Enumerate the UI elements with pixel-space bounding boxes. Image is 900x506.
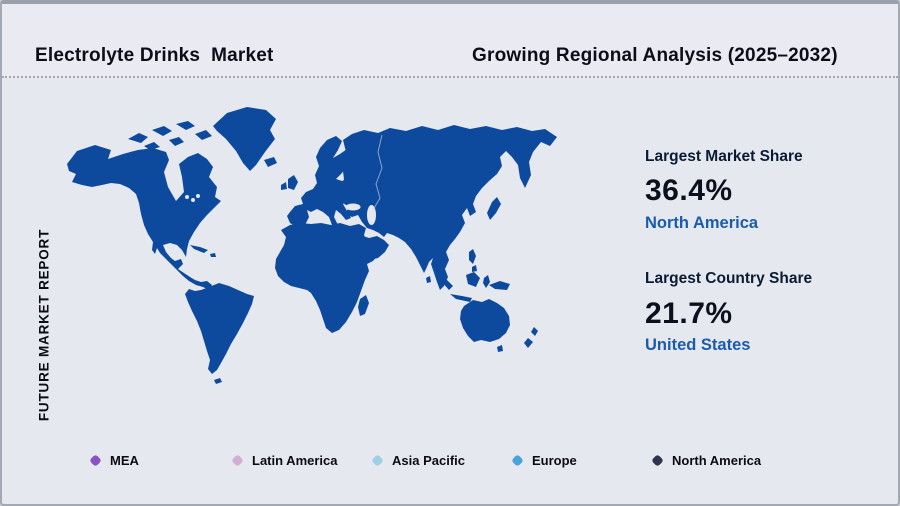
legend-item-north-america: North America <box>651 452 762 468</box>
legend-item-europe: Europe <box>511 452 577 468</box>
continent-australia <box>460 299 510 342</box>
legend-label-europe: Europe <box>532 452 577 468</box>
world-map <box>64 104 560 390</box>
stat-market-share-label: Largest Market Share <box>645 148 803 165</box>
header-bar: Electrolyte Drinks Market Growing Region… <box>2 4 898 78</box>
continent-africa <box>275 223 379 333</box>
region-border-line <box>372 134 383 211</box>
world-map-svg <box>67 107 557 384</box>
inland-water <box>185 194 376 225</box>
page-title: Electrolyte Drinks Market <box>35 45 274 66</box>
legend-dot-europe <box>511 453 524 467</box>
page-subtitle: Growing Regional Analysis (2025–2032) <box>472 45 838 66</box>
legend-dot-latin-america <box>231 453 244 467</box>
legend-item-latin-america: Latin America <box>231 452 338 468</box>
legend-label-latin-america: Latin America <box>252 452 338 468</box>
region-arabia <box>359 235 389 260</box>
legend-dot-asia-pacific <box>371 453 384 467</box>
stat-market-share-region: North America <box>645 214 759 232</box>
legend-label-mea: MEA <box>110 452 139 468</box>
legend-label-asia-pacific: Asia Pacific <box>392 452 465 468</box>
legend-dot-north-america <box>651 453 664 467</box>
world-map-landmass <box>67 107 557 384</box>
brand-watermark: FUTURE MARKET REPORT <box>36 228 52 422</box>
stat-market-share-value: 36.4% <box>645 174 733 207</box>
stat-country-share-label: Largest Country Share <box>645 270 813 287</box>
legend-label-north-america: North America <box>672 452 762 468</box>
island-japan <box>487 197 501 220</box>
legend-dot-mea <box>89 453 102 467</box>
legend-item-asia-pacific: Asia Pacific <box>371 452 465 468</box>
continent-asia <box>340 125 557 290</box>
legend-item-mea: MEA <box>89 452 139 468</box>
island-greenland <box>213 107 276 171</box>
continent-north-america <box>67 145 221 290</box>
continent-south-america <box>185 283 254 374</box>
stat-country-share-value: 21.7% <box>645 297 733 330</box>
stat-country-share-region: United States <box>645 336 751 354</box>
